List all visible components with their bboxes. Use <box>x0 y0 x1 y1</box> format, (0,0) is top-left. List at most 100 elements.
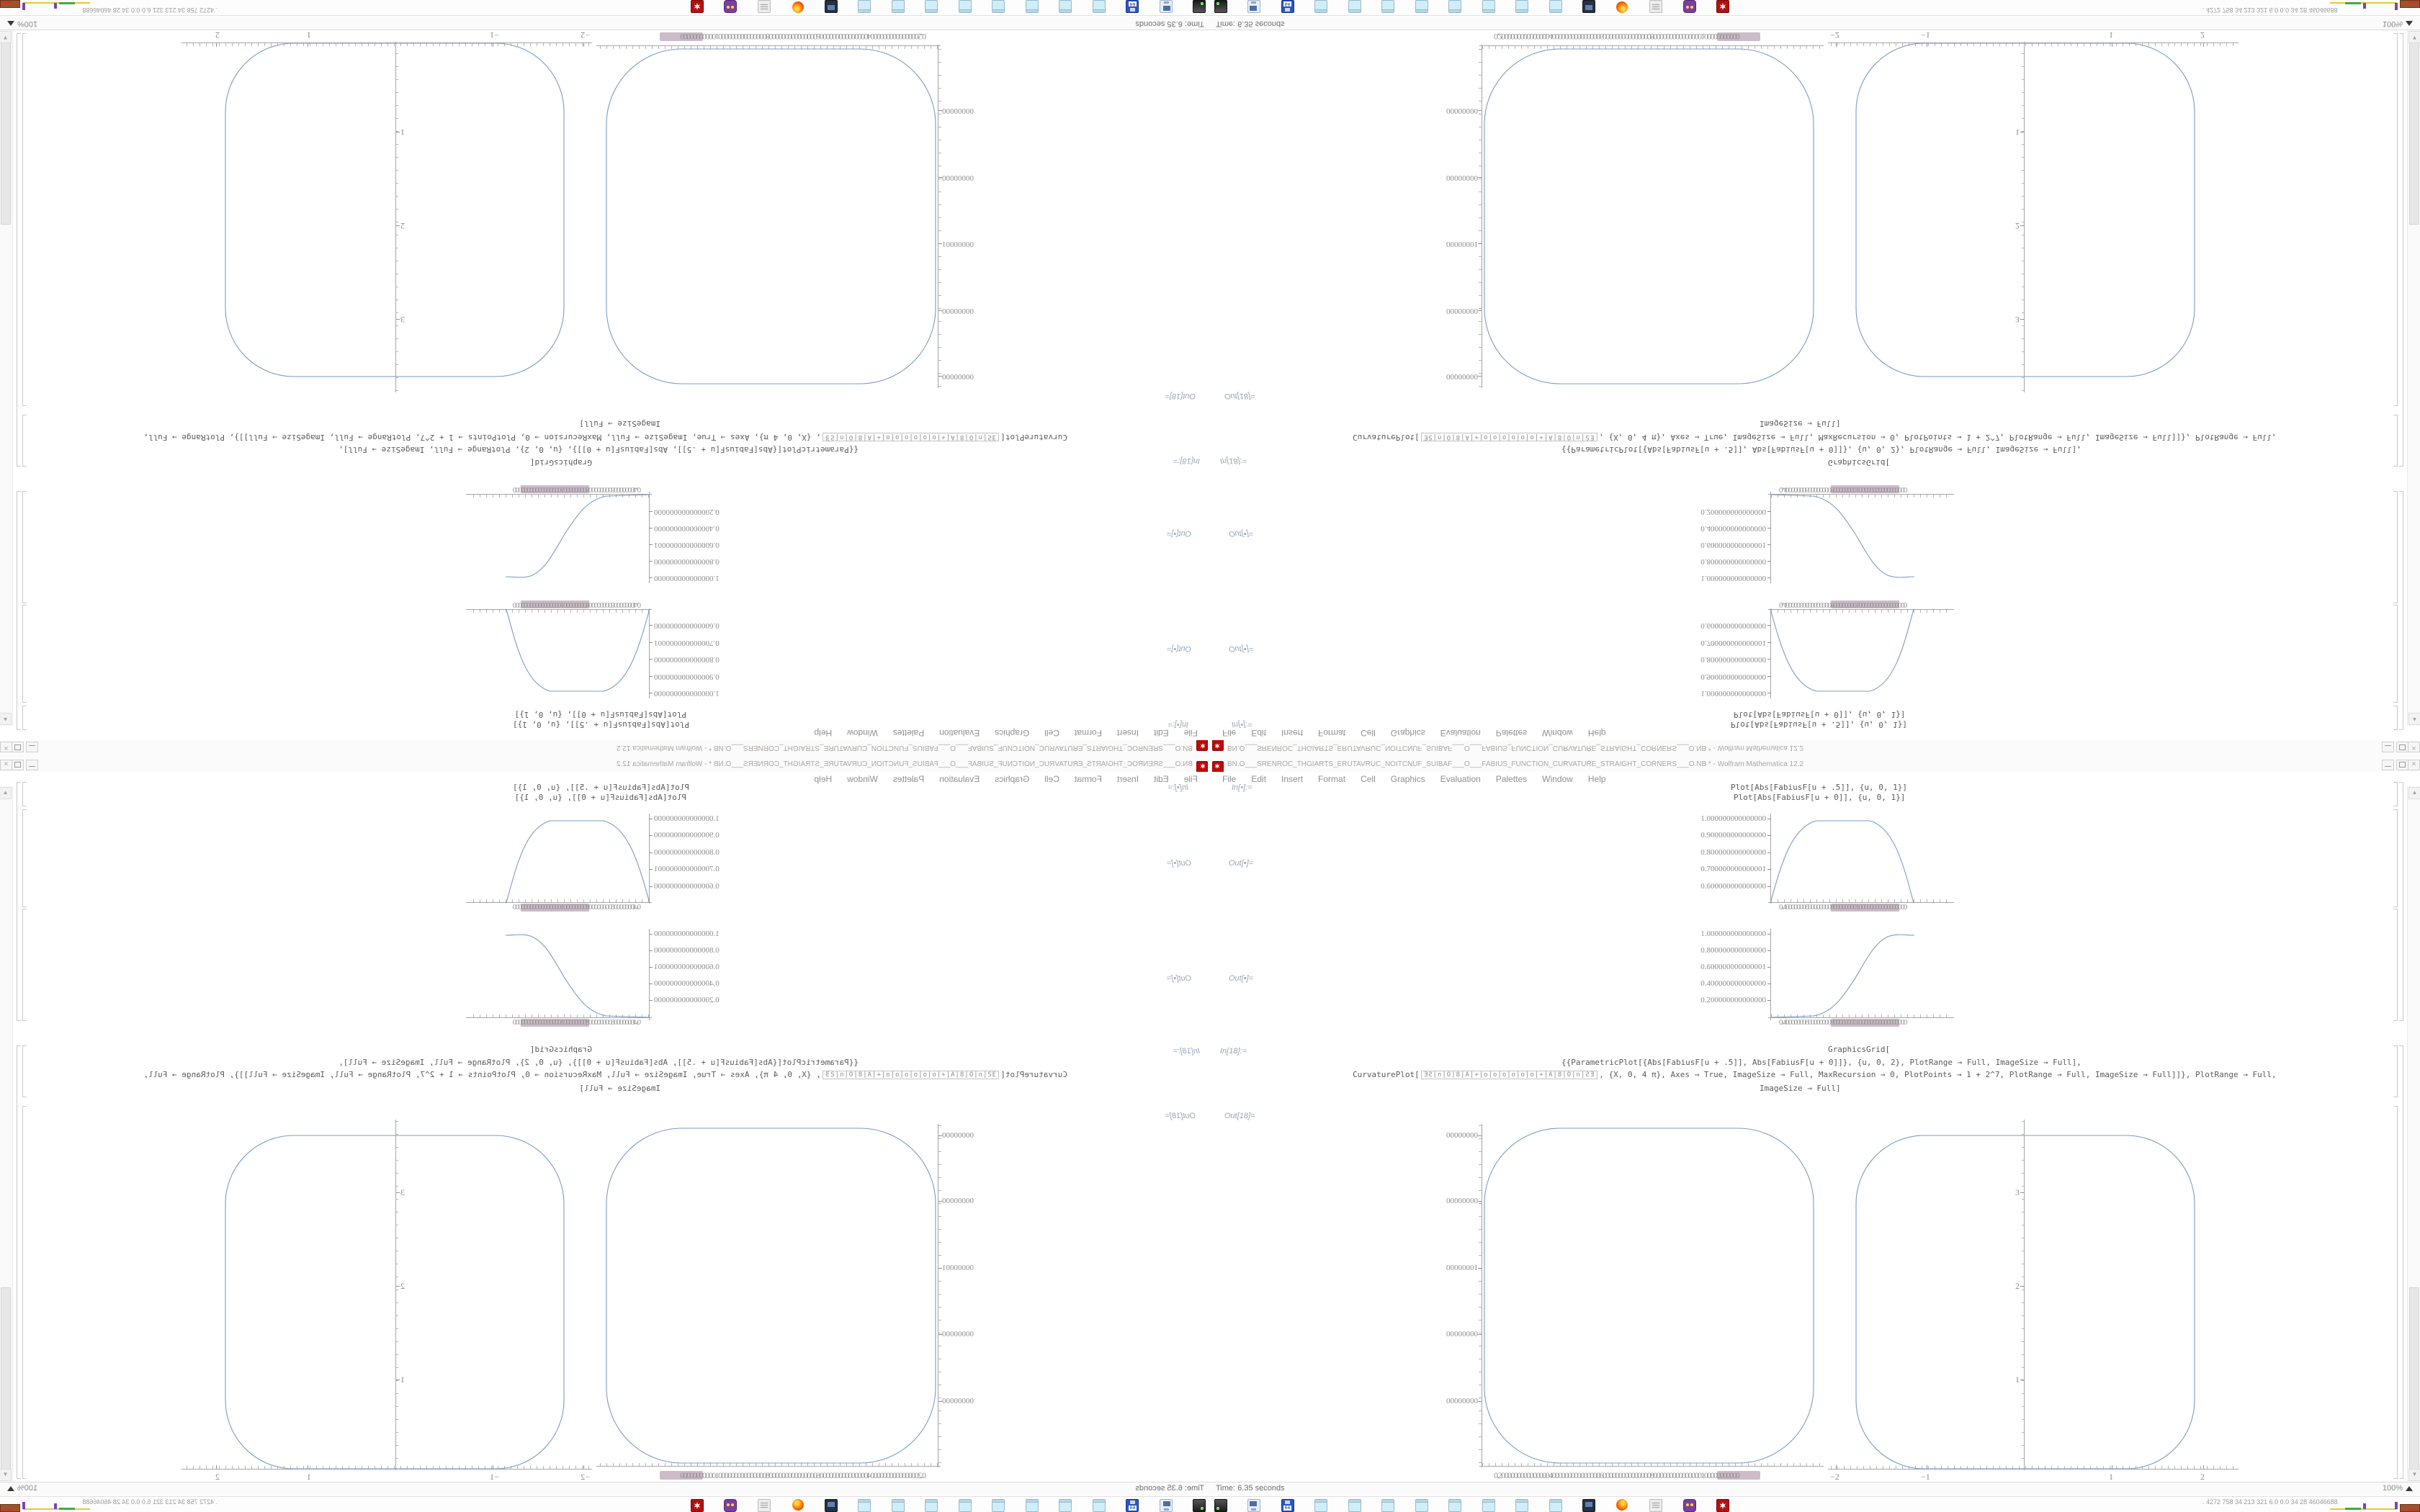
scrollbar-thumb[interactable] <box>1 1287 11 1480</box>
scrollbar-thumb[interactable] <box>2409 1287 2419 1480</box>
taskbar-icon-notepad[interactable] <box>892 0 905 13</box>
scrollbar-down-icon[interactable]: ▼ <box>0 31 12 43</box>
taskbar-icon-notepad[interactable] <box>1482 1499 1495 1512</box>
cell-bracket-out2[interactable] <box>2393 491 2398 603</box>
taskbar-icon-notepad[interactable] <box>1448 0 1461 13</box>
restore-button[interactable] <box>2396 760 2408 770</box>
taskbar-icon-drive[interactable] <box>1193 0 1206 13</box>
taskbar-icon-screenshot[interactable] <box>1582 0 1595 13</box>
menu-insert[interactable]: Insert <box>1281 774 1304 784</box>
taskbar-icon-owl-app[interactable] <box>1683 0 1696 13</box>
menu-evaluation[interactable]: Evaluation <box>1440 774 1481 784</box>
cell-bracket-code1[interactable] <box>2393 706 2398 730</box>
taskbar-icon-owl-app[interactable] <box>1683 1499 1696 1512</box>
magnification-icon[interactable] <box>7 21 14 26</box>
taskbar-icon-notepad[interactable] <box>1515 1499 1528 1512</box>
taskbar-icon-document[interactable] <box>1649 0 1662 13</box>
code-graphicsgrid-l2[interactable]: {{ParametricPlot[{Abs[FabiusF[u + .5]], … <box>1561 1058 2081 1067</box>
cell-bracket-out2[interactable] <box>2393 909 2398 1021</box>
taskbar-icon-screenshot[interactable] <box>825 0 838 13</box>
taskbar-icon-notepad[interactable] <box>925 1499 938 1512</box>
taskbar-icon-computer[interactable] <box>1247 1499 1260 1512</box>
menu-cell[interactable]: Cell <box>1361 774 1376 784</box>
cell-bracket-group2[interactable] <box>2399 1045 2403 1479</box>
taskbar-icon-notepad[interactable] <box>1314 0 1327 13</box>
cell-bracket-code1[interactable] <box>22 782 27 806</box>
cell-bracket-out1[interactable] <box>22 809 27 907</box>
notebook-scrollbar[interactable]: ▲ ▼ <box>0 786 13 1482</box>
cell-bracket-out2[interactable] <box>22 491 27 603</box>
taskbar-icon-document[interactable] <box>758 1499 771 1512</box>
scrollbar-up-icon[interactable]: ▲ <box>0 713 12 725</box>
code-plot2[interactable]: Plot[Abs[FabiusF[u + 0]], {u, 0, 1}] <box>1734 793 1906 802</box>
taskbar-icon-notepad[interactable] <box>1348 0 1361 13</box>
cell-bracket-code1[interactable] <box>2393 782 2398 806</box>
taskbar-icon-notepad[interactable] <box>1059 1499 1072 1512</box>
minimize-button[interactable] <box>2382 760 2394 770</box>
scrollbar-down-icon[interactable]: ▼ <box>0 1469 12 1481</box>
taskbar-icon-notepad[interactable] <box>1515 0 1528 13</box>
cell-bracket-code2[interactable] <box>22 415 27 467</box>
cell-bracket-group2[interactable] <box>17 1045 21 1479</box>
taskbar-icon-owl-app[interactable] <box>724 0 737 13</box>
notebook-scrollbar[interactable]: ▲ ▼ <box>0 30 13 726</box>
taskbar-icon-notepad[interactable] <box>1381 1499 1394 1512</box>
scrollbar-up-icon[interactable]: ▲ <box>0 787 12 799</box>
menu-format[interactable]: Format <box>1318 774 1346 784</box>
magnification-icon[interactable] <box>7 1486 14 1491</box>
taskbar-icon-drive[interactable] <box>1214 1499 1227 1512</box>
menu-window[interactable]: Window <box>1542 774 1573 784</box>
taskbar-icon-computer[interactable] <box>1160 0 1173 13</box>
taskbar-icon-mathematica[interactable] <box>1716 1499 1729 1512</box>
cell-bracket-group1[interactable] <box>2399 782 2403 1021</box>
taskbar-icon-document[interactable] <box>1649 1499 1662 1512</box>
taskbar-icon-notepad[interactable] <box>1549 1499 1562 1512</box>
cell-bracket-out1[interactable] <box>2393 809 2398 907</box>
magnification-icon[interactable] <box>2406 1486 2413 1491</box>
taskbar-icon-drive[interactable] <box>1193 1499 1206 1512</box>
taskbar-icon-floppy[interactable]: 64 <box>1126 0 1139 13</box>
taskbar-icon-notepad[interactable] <box>1093 0 1106 13</box>
cell-bracket-code1[interactable] <box>22 706 27 730</box>
scrollbar-thumb[interactable] <box>1 32 11 225</box>
magnification-level[interactable]: 100% <box>2382 1484 2403 1493</box>
taskbar-icon-notepad[interactable] <box>858 1499 871 1512</box>
taskbar-icon-notepad[interactable] <box>892 1499 905 1512</box>
taskbar-icon-document[interactable] <box>758 0 771 13</box>
taskbar-icon-floppy[interactable]: 64 <box>1281 0 1294 13</box>
cell-bracket-group2[interactable] <box>2399 33 2403 467</box>
taskbar-icon-notepad[interactable] <box>959 1499 972 1512</box>
taskbar-icon-mathematica[interactable] <box>691 0 704 13</box>
taskbar-icon-notepad[interactable] <box>1415 0 1428 13</box>
code-graphicsgrid-l3[interactable]: CurvaturePlot[ƎƧ|n|O|8|A|+|o|o|o|o|o|o|+… <box>1353 1070 2277 1079</box>
taskbar-icon-floppy[interactable]: 64 <box>1126 1499 1139 1512</box>
taskbar-icon-mathematica[interactable] <box>1716 0 1729 13</box>
cell-bracket-out1[interactable] <box>22 605 27 703</box>
taskbar-icon-firefox[interactable] <box>792 1 804 13</box>
cell-bracket-code2[interactable] <box>2393 415 2398 467</box>
code-graphicsgrid-l4[interactable]: ImageSize → Full] <box>1760 1084 1841 1093</box>
taskbar-icon-notepad[interactable] <box>1415 1499 1428 1512</box>
menu-graphics[interactable]: Graphics <box>1390 774 1425 784</box>
taskbar-icon-computer[interactable] <box>1160 1499 1173 1512</box>
cell-bracket-group1[interactable] <box>17 782 21 1021</box>
taskbar-icon-notepad[interactable] <box>1448 1499 1461 1512</box>
taskbar-icon-notepad[interactable] <box>992 1499 1005 1512</box>
menu-palettes[interactable]: Palettes <box>1495 774 1528 784</box>
taskbar-icon-notepad[interactable] <box>959 0 972 13</box>
cell-bracket-group2[interactable] <box>17 33 21 467</box>
taskbar-icon-drive[interactable] <box>1214 0 1227 13</box>
menu-file[interactable]: File <box>1222 774 1237 784</box>
window-titlebar[interactable]: BN.O___SRENROC_THGIARTS_ERUTAVRUC_NOITCN… <box>1210 756 2420 773</box>
cell-bracket-out1[interactable] <box>2393 605 2398 703</box>
scrollbar-up-icon[interactable]: ▲ <box>2408 787 2420 799</box>
taskbar-icon-notepad[interactable] <box>1059 0 1072 13</box>
cell-bracket-bigout[interactable] <box>2393 33 2398 406</box>
taskbar-icon-notepad[interactable] <box>1093 1499 1106 1512</box>
taskbar-icon-notepad[interactable] <box>1549 0 1562 13</box>
cell-bracket-group1[interactable] <box>17 491 21 730</box>
taskbar-icon-notepad[interactable] <box>858 0 871 13</box>
cell-bracket-code2[interactable] <box>22 1045 27 1097</box>
taskbar-icon-notepad[interactable] <box>1348 1499 1361 1512</box>
taskbar-icon-firefox[interactable] <box>792 1499 804 1511</box>
